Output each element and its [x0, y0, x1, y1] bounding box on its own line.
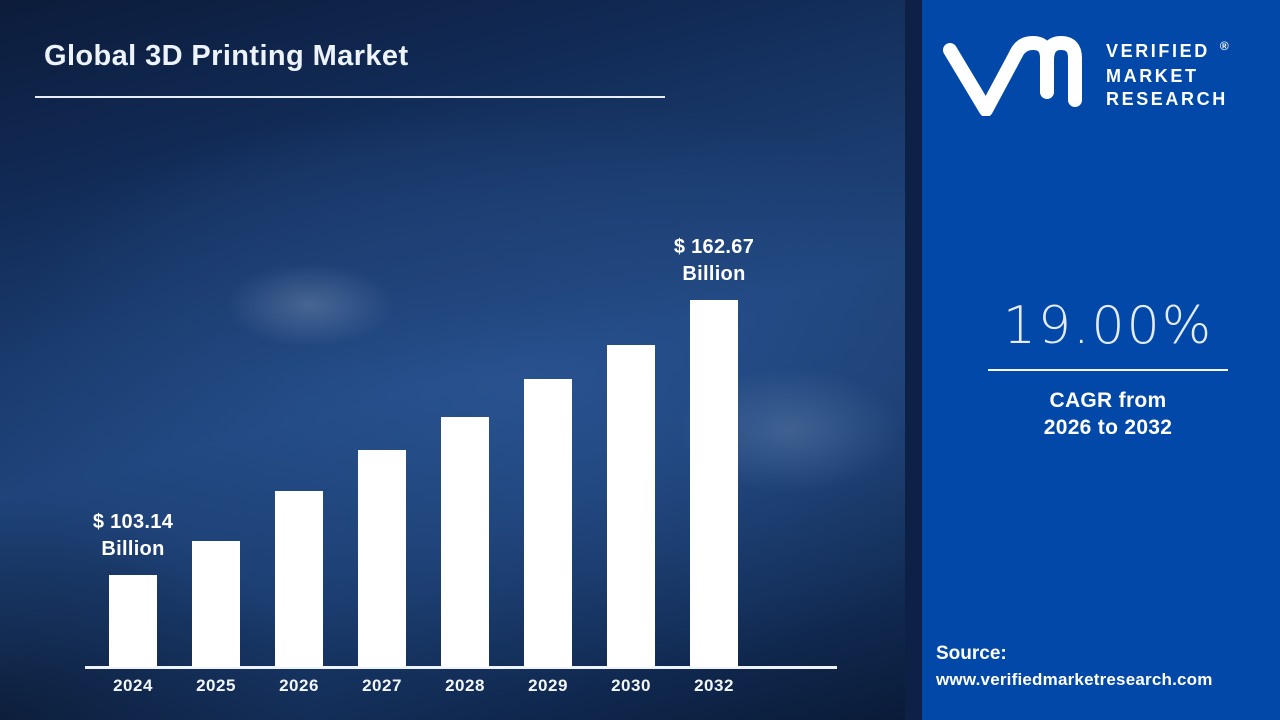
logo: VERIFIED ® MARKET RESEARCH — [942, 32, 1229, 116]
cagr-value: 19.00% — [1002, 296, 1214, 356]
title-underline — [35, 96, 665, 98]
logo-text-line3: RESEARCH — [1106, 89, 1228, 109]
bar-2032 — [690, 300, 738, 667]
bar-2029 — [524, 379, 572, 667]
registered-trademark-icon: ® — [1219, 39, 1229, 53]
x-tick-label-2032: 2032 — [694, 676, 734, 695]
vmr-logo-icon — [943, 36, 1082, 116]
x-tick-label-2029: 2029 — [528, 676, 568, 695]
bar-2025 — [192, 541, 240, 667]
source-url: www.verifiedmarketresearch.com — [936, 670, 1213, 689]
x-tick-label-2025: 2025 — [196, 676, 236, 695]
bar-chart: 2024 2025 2026 2027 2028 2029 2030 2032 $ 103.14… — [85, 236, 837, 695]
sidebar: VERIFIED ® MARKET RESEARCH 19.00% CAGR fr… — [922, 0, 1280, 720]
value-annotation-2032: $ 162.67 Billion — [673, 236, 755, 285]
logo-text: VERIFIED ® MARKET RESEARCH — [1106, 32, 1229, 111]
bar-2026 — [275, 491, 323, 667]
x-tick-label-2027: 2027 — [362, 676, 402, 695]
chart-panel: Global 3D Printing Market 2024 2025 2026 20… — [0, 0, 905, 720]
cagr-underline — [988, 369, 1228, 371]
value-annotation-2024: $ 103.14 Billion — [92, 511, 174, 560]
bar-2030 — [607, 345, 655, 667]
source-label: Source: — [936, 643, 1007, 664]
cagr-label-line1: CAGR from — [1049, 389, 1167, 412]
x-tick-label-2024: 2024 — [113, 676, 153, 695]
cagr-label-line2: 2026 to 2032 — [1043, 416, 1173, 439]
bar-2024 — [109, 575, 157, 667]
x-tick-label-2030: 2030 — [611, 676, 651, 695]
source-block: Source: www.verifiedmarketresearch.com — [936, 640, 1213, 692]
x-tick-label-2028: 2028 — [445, 676, 485, 695]
panel-divider — [905, 0, 922, 720]
logo-text-line1: VERIFIED — [1106, 41, 1210, 61]
cagr-block: 19.00% CAGR from 2026 to 2032 — [922, 296, 1280, 441]
bar-2027 — [358, 450, 406, 667]
x-tick-label-2026: 2026 — [279, 676, 319, 695]
x-axis-line — [85, 666, 837, 669]
logo-text-line2: MARKET — [1106, 66, 1199, 86]
page-title: Global 3D Printing Market — [44, 40, 409, 72]
bar-2028 — [441, 417, 489, 667]
